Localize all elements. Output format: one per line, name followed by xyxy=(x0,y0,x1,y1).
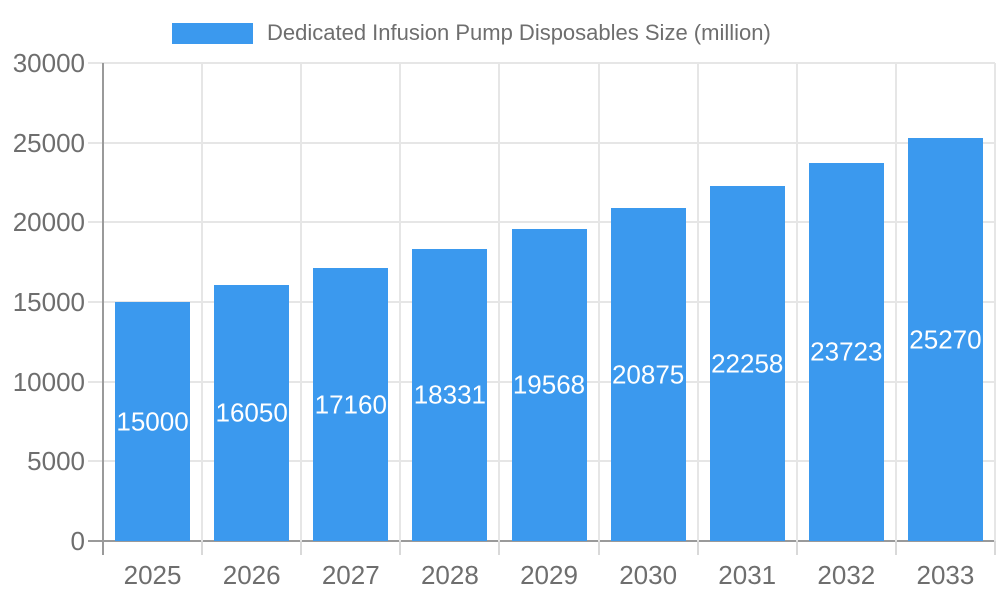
bar-value-label: 19568 xyxy=(512,369,586,400)
x-axis-tick-label: 2028 xyxy=(420,560,479,590)
legend-swatch xyxy=(172,22,253,44)
x-axis-line xyxy=(88,540,995,542)
bar-2030 xyxy=(610,208,686,541)
y-gridline xyxy=(88,62,995,64)
x-axis-tick xyxy=(894,541,897,555)
x-gridline xyxy=(201,63,204,541)
bar-value-label: 15000 xyxy=(116,406,189,436)
y-axis-tick-label: 10000 xyxy=(12,366,85,397)
bar-value-label: 20875 xyxy=(611,359,685,389)
bar-value-label: 25270 xyxy=(909,324,982,354)
x-axis-tick-label: 2029 xyxy=(520,560,578,590)
x-axis-tick xyxy=(795,541,798,555)
y-axis-tick-label: 20000 xyxy=(12,207,85,238)
x-axis-tick xyxy=(399,541,402,555)
x-axis-tick xyxy=(696,541,699,555)
bar-2028 xyxy=(412,249,488,541)
x-gridline xyxy=(300,63,303,541)
bar-value-label: 17160 xyxy=(314,389,387,419)
bar-2029 xyxy=(511,229,587,541)
y-axis-tick-label: 5000 xyxy=(27,446,85,477)
x-axis-tick-label: 2032 xyxy=(817,560,876,590)
y-axis-tick-label: 15000 xyxy=(12,287,85,317)
y-axis-line xyxy=(102,63,104,555)
x-axis-tick-label: 2030 xyxy=(619,560,678,590)
legend-item[interactable]: Dedicated Infusion Pump Disposables Size… xyxy=(172,20,771,46)
x-axis-tick xyxy=(994,541,996,555)
bar-2026 xyxy=(214,285,290,541)
x-axis-tick xyxy=(201,541,204,555)
bar-value-label: 18331 xyxy=(413,379,487,410)
x-gridline xyxy=(597,63,600,541)
x-axis-tick-label: 2031 xyxy=(718,560,777,590)
bar-2031 xyxy=(709,186,785,541)
x-axis-tick-label: 2026 xyxy=(222,560,281,590)
x-gridline xyxy=(696,63,699,541)
x-axis-tick-label: 2027 xyxy=(321,560,380,590)
x-axis-tick xyxy=(300,541,303,555)
x-axis-tick-label: 2033 xyxy=(916,560,975,590)
y-axis-tick-label: 0 xyxy=(70,526,85,556)
bar-2025 xyxy=(115,302,191,541)
y-axis-tick-label: 30000 xyxy=(12,48,85,78)
bar-2027 xyxy=(313,268,389,541)
legend-label: Dedicated Infusion Pump Disposables Size… xyxy=(267,20,771,45)
x-axis-tick xyxy=(498,541,501,555)
bar-2033 xyxy=(907,138,983,541)
x-axis-tick-label: 2025 xyxy=(123,560,182,590)
x-gridline xyxy=(894,63,897,541)
x-gridline xyxy=(795,63,798,541)
x-gridline xyxy=(994,63,996,541)
bar-value-label: 22258 xyxy=(711,348,784,378)
bar-2032 xyxy=(808,163,884,541)
y-gridline xyxy=(88,141,995,144)
x-axis-tick xyxy=(597,541,600,555)
x-gridline xyxy=(399,63,402,541)
x-gridline xyxy=(498,63,501,541)
y-axis-tick-label: 25000 xyxy=(12,127,85,158)
bar-value-label: 23723 xyxy=(810,336,883,367)
y-gridline xyxy=(88,221,995,224)
bar-value-label: 16050 xyxy=(215,397,288,428)
